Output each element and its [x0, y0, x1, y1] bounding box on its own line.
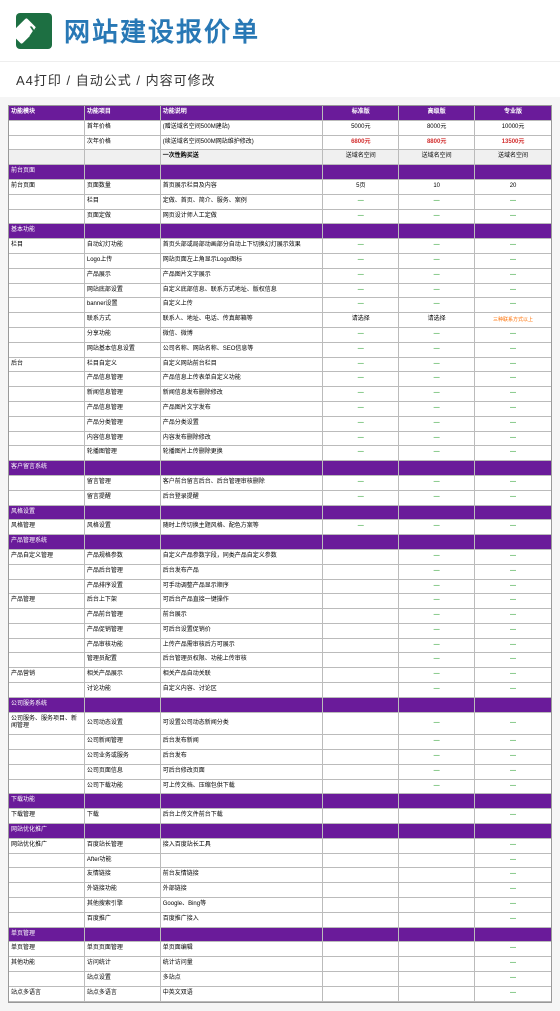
data-row: 外链接功能外部链接— [9, 883, 551, 898]
data-row: 网站基本信息设置公司名称、网站名称、SEO信息等——— [9, 343, 551, 358]
data-row: 其他功能访问统计统计访问量— [9, 957, 551, 972]
data-row: 网站优化推广百度站长管理接入百度站长工具— [9, 839, 551, 854]
data-row: 其他搜索引擎Google、Bing等— [9, 898, 551, 913]
data-row: 下载管理下载后台上传文件前台下载— [9, 809, 551, 824]
bonus-row: 一次性购买送 送域名空间 送域名空间 送域名空间 [9, 150, 551, 165]
data-row: 百度推广百度推广接入— [9, 913, 551, 928]
data-row: 产品展示产品图片文字展示——— [9, 269, 551, 284]
data-row: 讨论功能自定义内容、讨论区—— [9, 683, 551, 698]
section-header: 公司服务系统 [9, 698, 551, 713]
data-row: 产品促销管理可后台设置促销价—— [9, 624, 551, 639]
col-std: 标准版 [323, 106, 399, 120]
data-row: 网站底部设置自定义底部信息、联系方式地址、版权信息——— [9, 284, 551, 299]
data-row: 联系方式联系人、地址、电话、传真邮箱等请选择请选择三种联系方式以上 [9, 313, 551, 328]
price-row-2: 次年价格 (续送域名空间500M网站维护修改) 6800元 8800元 1350… [9, 136, 551, 151]
data-row: 产品排序设置可手动调整产品显示顺序—— [9, 580, 551, 595]
data-row: 公司服务、服务项目、新闻管理公司动态设置可设置公司动态新闻分类—— [9, 713, 551, 736]
data-row: 新闻信息管理新闻信息发布删除修改——— [9, 387, 551, 402]
col-module: 功能模块 [9, 106, 85, 120]
data-row: 友情链接前台友情链接— [9, 868, 551, 883]
section-header: 风格设置 [9, 506, 551, 521]
data-row: 留言管理客户前台留言后台、后台管理审核删除——— [9, 476, 551, 491]
data-row: 单页管理单页页面管理单页面编辑— [9, 942, 551, 957]
section-header: 下载功能 [9, 794, 551, 809]
data-row: 管理员配置后台管理员权限、功能上传审核—— [9, 653, 551, 668]
price-row-1: 首年价格 (赠送域名空间500M建站) 5000元 8000元 10000元 [9, 121, 551, 136]
data-row: 产品自定义管理产品规格参数自定义产品参数字段，同类产品自定义参数—— [9, 550, 551, 565]
data-row: 站点多语言站点多语言中英文双语— [9, 987, 551, 1002]
data-row: 前台页面页面数量首页展示栏目及内容5页1020 [9, 180, 551, 195]
data-row: 产品前台管理前台展示—— [9, 609, 551, 624]
column-header-row: 功能模块 功能项目 功能说明 标准版 高级版 专业版 [9, 106, 551, 121]
data-row: banner设置自定义上传——— [9, 298, 551, 313]
data-row: 公司页面信息可后台修改页面—— [9, 765, 551, 780]
data-row: 产品后台管理后台发布产品—— [9, 565, 551, 580]
page-title: 网站建设报价单 [64, 12, 260, 49]
data-row: 产品营销相关产品展示相关产品自动关联—— [9, 668, 551, 683]
data-row: Logo上传网站页面左上角显示Logo图标——— [9, 254, 551, 269]
data-row: 轮播图管理轮播图片上传删除更换——— [9, 446, 551, 461]
data-row: 分享功能微信、微博——— [9, 328, 551, 343]
data-row: 后台栏目自定义自定义网站前台栏目——— [9, 358, 551, 373]
data-row: 产品信息管理产品信息上传表单自定义功能——— [9, 372, 551, 387]
section-header: 单页管理 [9, 928, 551, 943]
data-row: 产品审核功能上传产品需审核后方可展示—— [9, 639, 551, 654]
data-row: 站点设置多站点— [9, 972, 551, 987]
col-adv: 高级版 [399, 106, 475, 120]
col-item: 功能项目 [85, 106, 161, 120]
data-row: 公司新闻管理后台发布新闻—— [9, 735, 551, 750]
data-row: 公司下载功能可上传文档、压缩包供下载—— [9, 780, 551, 795]
section-header: 产品管理系统 [9, 535, 551, 550]
data-row: 内容信息管理内容发布删除修改——— [9, 432, 551, 447]
section-header: 基本功能 [9, 224, 551, 239]
section-header: 客户留言系统 [9, 461, 551, 476]
col-desc: 功能说明 [161, 106, 324, 120]
excel-icon: X [16, 13, 52, 49]
data-row: 页面定做网页设计师人工定做——— [9, 210, 551, 225]
data-row: After功能— [9, 854, 551, 869]
col-pro: 专业版 [475, 106, 551, 120]
data-row: 公司业务或服务后台发布—— [9, 750, 551, 765]
data-row: 产品管理后台上下架可后台产品直接一键操作—— [9, 594, 551, 609]
data-row: 风格管理风格设置随时上传切换主题风格、配色方案等——— [9, 520, 551, 535]
section-header: 前台页面 [9, 165, 551, 180]
section-header: 网站优化推广 [9, 824, 551, 839]
data-row: 产品分类管理产品分类设置——— [9, 417, 551, 432]
data-row: 栏目定做、首页、简介、服务、案例——— [9, 195, 551, 210]
data-row: 产品信息管理产品图片文字发布——— [9, 402, 551, 417]
quote-sheet: 功能模块 功能项目 功能说明 标准版 高级版 专业版 首年价格 (赠送域名空间5… [8, 105, 552, 1003]
data-row: 栏目自动幻灯功能首页头部或局部动画部分自动上下切换幻灯展示效果——— [9, 239, 551, 254]
data-row: 留言提醒后台登录提醒——— [9, 491, 551, 506]
page-header: X 网站建设报价单 [0, 0, 560, 62]
page-subtitle: A4打印 / 自动公式 / 内容可修改 [0, 62, 560, 97]
